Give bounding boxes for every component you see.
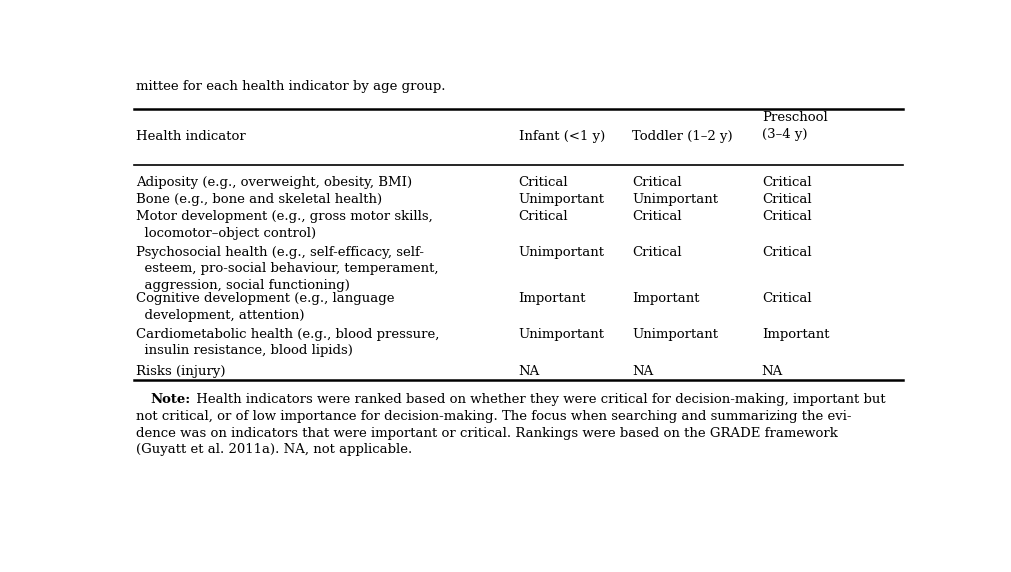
Text: Risks (injury): Risks (injury) — [135, 364, 225, 378]
Text: Critical: Critical — [632, 210, 681, 224]
Text: Health indicator: Health indicator — [135, 130, 246, 144]
Text: Important: Important — [632, 292, 700, 305]
Text: Motor development (e.g., gross motor skills,: Motor development (e.g., gross motor ski… — [135, 210, 433, 224]
Text: Critical: Critical — [519, 210, 568, 224]
Text: aggression, social functioning): aggression, social functioning) — [135, 279, 350, 292]
Text: locomotor–object control): locomotor–object control) — [135, 227, 315, 240]
Text: Cognitive development (e.g., language: Cognitive development (e.g., language — [135, 292, 394, 305]
Text: Critical: Critical — [632, 176, 681, 189]
Text: Critical: Critical — [519, 176, 568, 189]
Text: Unimportant: Unimportant — [632, 328, 718, 340]
Text: Cardiometabolic health (e.g., blood pressure,: Cardiometabolic health (e.g., blood pres… — [135, 328, 439, 340]
Text: dence was on indicators that were important or critical. Rankings were based on : dence was on indicators that were import… — [135, 427, 837, 440]
Text: Critical: Critical — [761, 246, 811, 259]
Text: NA: NA — [761, 364, 783, 378]
Text: Preschool: Preschool — [761, 112, 827, 124]
Text: Unimportant: Unimportant — [519, 328, 604, 340]
Text: Important: Important — [761, 328, 828, 340]
Text: development, attention): development, attention) — [135, 309, 304, 322]
Text: Critical: Critical — [761, 176, 811, 189]
Text: Bone (e.g., bone and skeletal health): Bone (e.g., bone and skeletal health) — [135, 193, 382, 206]
Text: Critical: Critical — [761, 193, 811, 206]
Text: insulin resistance, blood lipids): insulin resistance, blood lipids) — [135, 344, 353, 358]
Text: NA: NA — [632, 364, 653, 378]
Text: Critical: Critical — [761, 292, 811, 305]
Text: esteem, pro-social behaviour, temperament,: esteem, pro-social behaviour, temperamen… — [135, 263, 438, 276]
Text: Toddler (1–2 y): Toddler (1–2 y) — [632, 130, 732, 144]
Text: Infant (<1 y): Infant (<1 y) — [519, 130, 605, 144]
Text: Unimportant: Unimportant — [519, 246, 604, 259]
Text: Psychosocial health (e.g., self-efficacy, self-: Psychosocial health (e.g., self-efficacy… — [135, 246, 424, 259]
Text: (Guyatt et al. 2011a). NA, not applicable.: (Guyatt et al. 2011a). NA, not applicabl… — [135, 443, 411, 456]
Text: Unimportant: Unimportant — [632, 193, 718, 206]
Text: (3–4 y): (3–4 y) — [761, 128, 807, 141]
Text: Health indicators were ranked based on whether they were critical for decision-m: Health indicators were ranked based on w… — [191, 393, 885, 406]
Text: NA: NA — [519, 364, 539, 378]
Text: Unimportant: Unimportant — [519, 193, 604, 206]
Text: not critical, or of low importance for decision-making. The focus when searching: not critical, or of low importance for d… — [135, 410, 850, 423]
Text: mittee for each health indicator by age group.: mittee for each health indicator by age … — [135, 80, 445, 93]
Text: Important: Important — [519, 292, 585, 305]
Text: Adiposity (e.g., overweight, obesity, BMI): Adiposity (e.g., overweight, obesity, BM… — [135, 176, 411, 189]
Text: Critical: Critical — [761, 210, 811, 224]
Text: Note:: Note: — [150, 393, 190, 406]
Text: Critical: Critical — [632, 246, 681, 259]
